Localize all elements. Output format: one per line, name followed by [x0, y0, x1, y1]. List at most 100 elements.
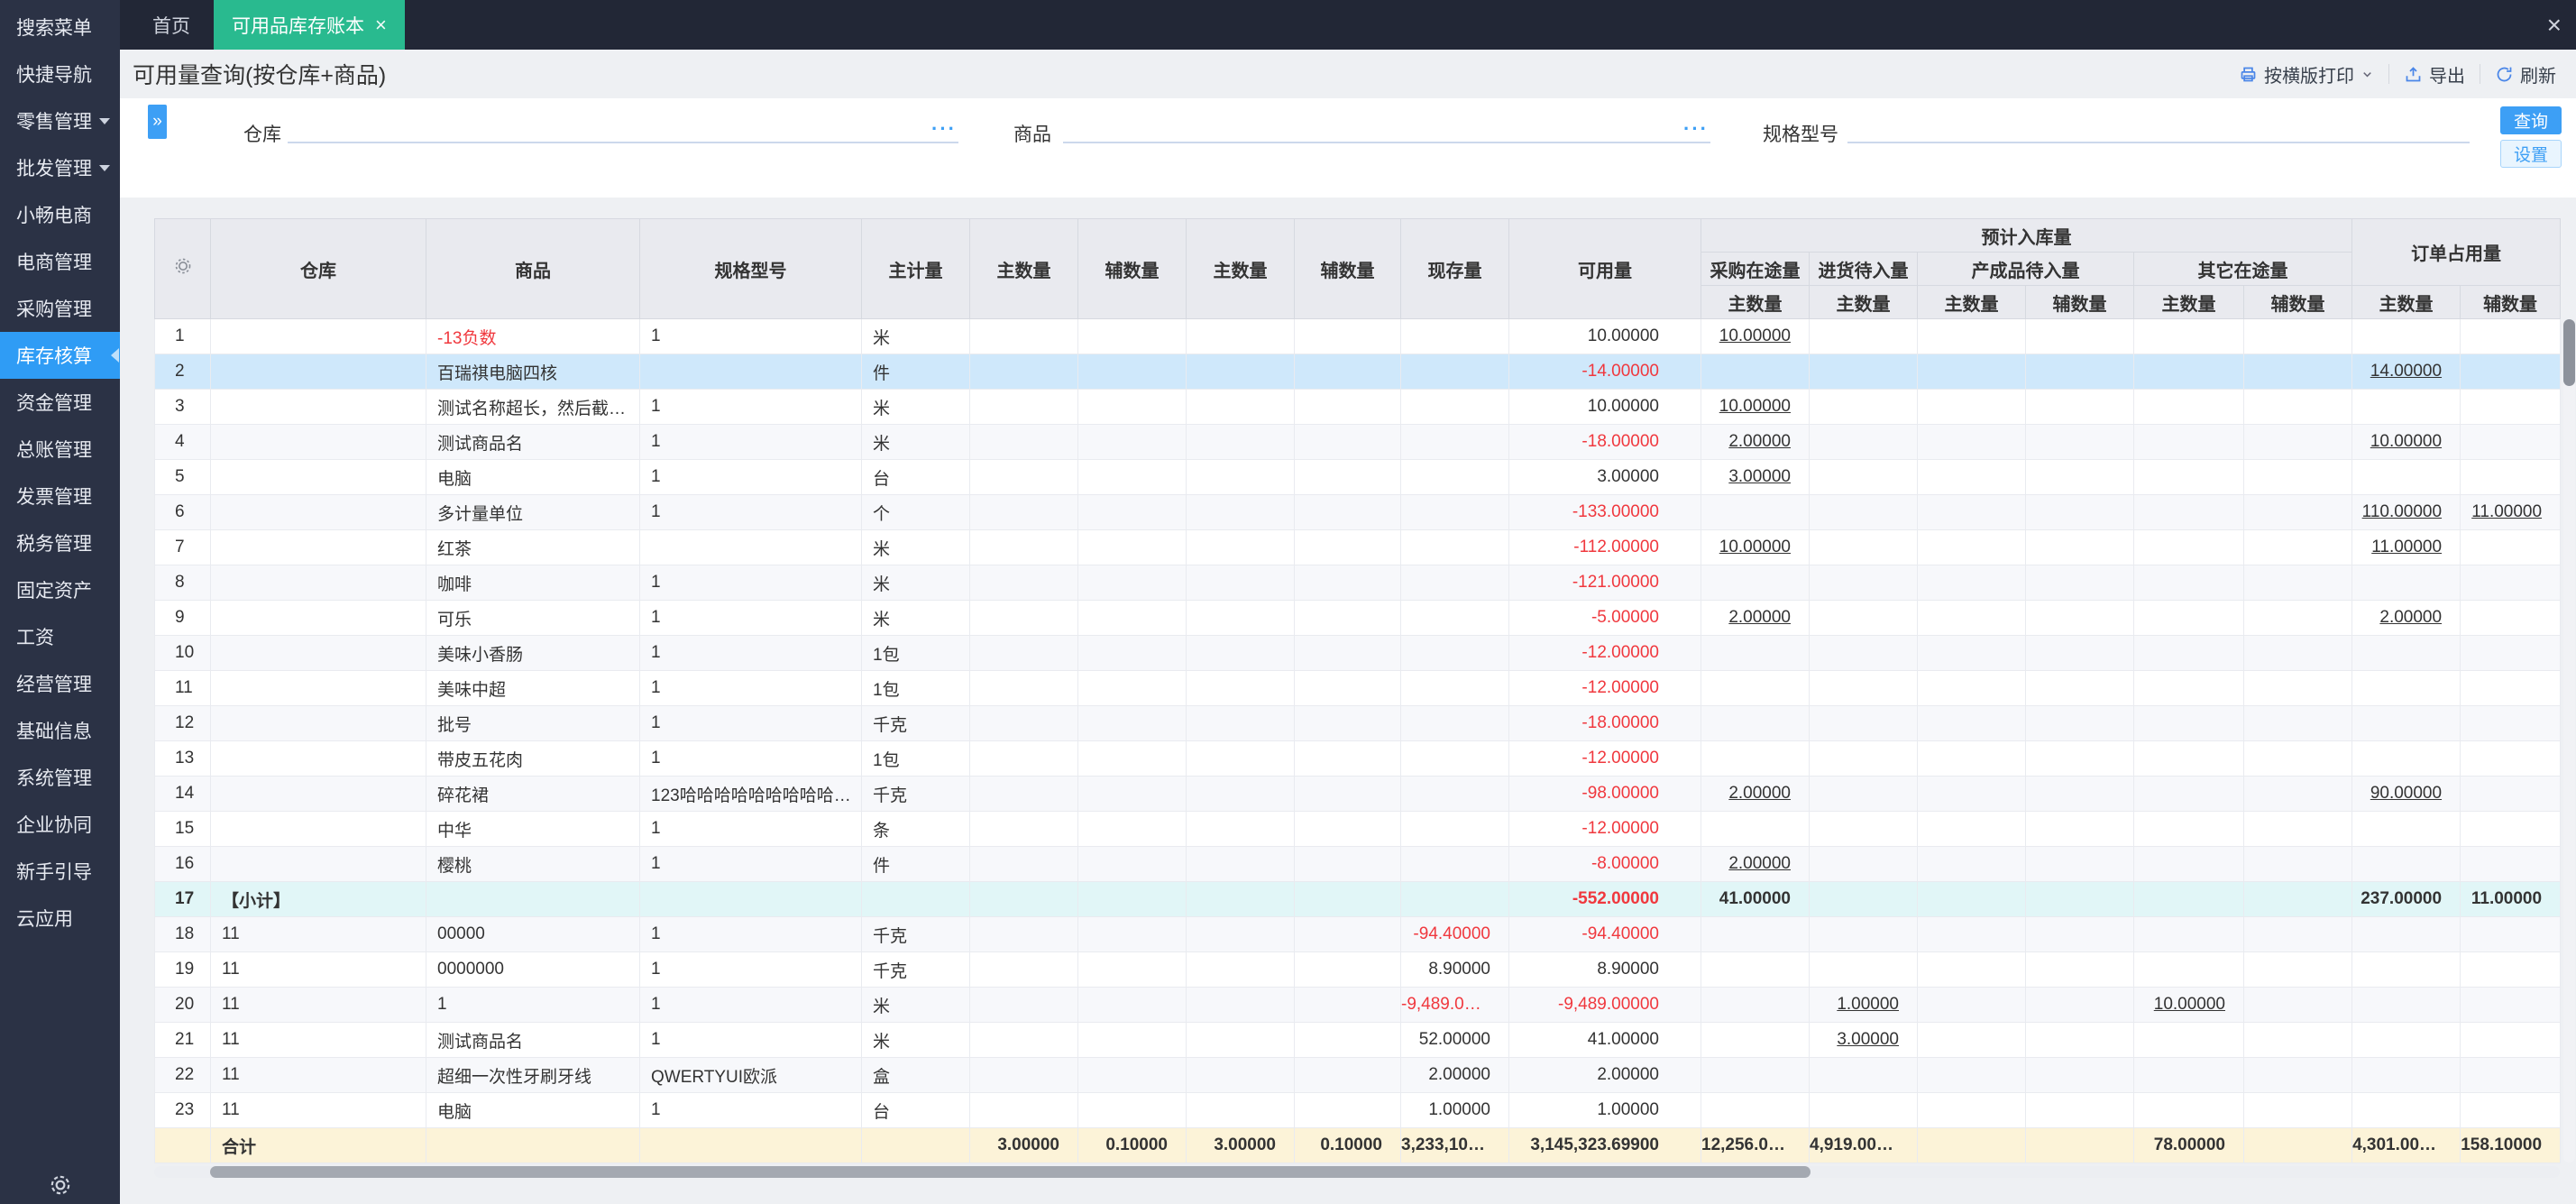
- cell[interactable]: 1: [639, 494, 862, 530]
- cell[interactable]: [1186, 635, 1295, 671]
- cell[interactable]: [1809, 776, 1918, 812]
- cell[interactable]: 8.90000: [1400, 951, 1509, 988]
- cell[interactable]: [1917, 670, 2026, 706]
- cell[interactable]: [210, 389, 426, 425]
- table-row[interactable]: 12 批号 1 千克 -18.00000: [154, 705, 2562, 741]
- header-main-qty-2[interactable]: 主数量: [1186, 218, 1295, 319]
- cell[interactable]: 2.00000: [1701, 846, 1810, 882]
- cell[interactable]: [1400, 494, 1509, 530]
- cell[interactable]: 16: [154, 846, 211, 882]
- cell[interactable]: [2133, 424, 2244, 460]
- cell[interactable]: [1701, 354, 1810, 390]
- cell[interactable]: [1400, 846, 1509, 882]
- cell[interactable]: [1809, 494, 1918, 530]
- cell[interactable]: 1: [639, 916, 862, 952]
- cell[interactable]: 千克: [861, 705, 970, 741]
- cell[interactable]: [2242, 951, 2353, 988]
- cell[interactable]: [1917, 459, 2026, 495]
- cell[interactable]: [969, 776, 1078, 812]
- cell[interactable]: 美味小香肠: [426, 635, 640, 671]
- table-row[interactable]: 21 11 测试商品名 1 米 52.00000 41.00000 3.00000: [154, 1022, 2562, 1058]
- cell[interactable]: [2460, 318, 2562, 354]
- cell[interactable]: [1917, 494, 2026, 530]
- cell[interactable]: 米: [861, 1022, 970, 1058]
- cell[interactable]: [2133, 670, 2244, 706]
- cell[interactable]: [210, 635, 426, 671]
- cell[interactable]: 樱桃: [426, 846, 640, 882]
- cell[interactable]: [2025, 565, 2134, 601]
- cell[interactable]: [1400, 389, 1509, 425]
- cell[interactable]: [1400, 670, 1509, 706]
- cell[interactable]: [1077, 1022, 1187, 1058]
- cell[interactable]: [2133, 318, 2244, 354]
- cell[interactable]: 237.00000: [2351, 881, 2461, 917]
- cell[interactable]: [2242, 776, 2353, 812]
- header-purchase-transit[interactable]: 采购在途量: [1701, 252, 1810, 286]
- cell[interactable]: 110.00000: [2351, 494, 2461, 530]
- cell[interactable]: [1917, 635, 2026, 671]
- cell[interactable]: [2242, 354, 2353, 390]
- cell[interactable]: 1: [639, 1092, 862, 1128]
- cell[interactable]: 23: [154, 1092, 211, 1128]
- cell[interactable]: 1: [639, 987, 862, 1023]
- cell[interactable]: [1701, 635, 1810, 671]
- cell[interactable]: [2460, 670, 2562, 706]
- export-button[interactable]: 导出: [2404, 61, 2465, 87]
- cell[interactable]: [1294, 529, 1401, 565]
- cell[interactable]: 1: [639, 635, 862, 671]
- cell[interactable]: [1400, 776, 1509, 812]
- cell[interactable]: [1917, 318, 2026, 354]
- sidebar-item[interactable]: 批发管理: [0, 144, 120, 191]
- cell[interactable]: 1: [639, 705, 862, 741]
- cell[interactable]: [2133, 705, 2244, 741]
- cell[interactable]: [2133, 740, 2244, 777]
- cell[interactable]: [1077, 494, 1187, 530]
- cell[interactable]: [1294, 846, 1401, 882]
- cell[interactable]: [2242, 600, 2353, 636]
- cell[interactable]: [1077, 635, 1187, 671]
- cell[interactable]: [1809, 951, 1918, 988]
- cell[interactable]: [2351, 565, 2461, 601]
- header-warehouse[interactable]: 仓库: [210, 218, 426, 319]
- cell[interactable]: [1400, 740, 1509, 777]
- cell[interactable]: 碎花裙: [426, 776, 640, 812]
- cell[interactable]: [1701, 705, 1810, 741]
- cell[interactable]: 测试商品名: [426, 424, 640, 460]
- subheader-main-qty[interactable]: 主数量: [1917, 285, 2026, 319]
- cell[interactable]: [1294, 705, 1401, 741]
- cell[interactable]: [1077, 705, 1187, 741]
- cell[interactable]: 红茶: [426, 529, 640, 565]
- sidebar-item[interactable]: 基础信息: [0, 707, 120, 754]
- header-aux-qty-2[interactable]: 辅数量: [1294, 218, 1401, 319]
- cell[interactable]: [1294, 635, 1401, 671]
- cell[interactable]: [2460, 565, 2562, 601]
- cell[interactable]: [210, 424, 426, 460]
- cell[interactable]: [210, 529, 426, 565]
- cell[interactable]: [2025, 987, 2134, 1023]
- cell[interactable]: [2025, 494, 2134, 530]
- close-all-tabs-icon[interactable]: ×: [2546, 10, 2562, 39]
- cell[interactable]: [1294, 1022, 1401, 1058]
- cell[interactable]: [2242, 494, 2353, 530]
- cell[interactable]: [1809, 424, 1918, 460]
- cell[interactable]: [1400, 424, 1509, 460]
- cell[interactable]: [2242, 916, 2353, 952]
- cell[interactable]: [1400, 705, 1509, 741]
- table-row[interactable]: 4 测试商品名 1 米 -18.00000 2.00000 10.00000: [154, 424, 2562, 460]
- query-button[interactable]: 查询: [2500, 106, 2562, 134]
- cell[interactable]: [1186, 1092, 1295, 1128]
- cell[interactable]: [2242, 881, 2353, 917]
- cell[interactable]: [1917, 565, 2026, 601]
- cell[interactable]: [969, 459, 1078, 495]
- cell[interactable]: [969, 846, 1078, 882]
- cell[interactable]: [2133, 389, 2244, 425]
- cell[interactable]: [1917, 1022, 2026, 1058]
- cell[interactable]: 盒: [861, 1057, 970, 1093]
- cell[interactable]: [1294, 740, 1401, 777]
- cell[interactable]: 千克: [861, 951, 970, 988]
- cell[interactable]: [2025, 1022, 2134, 1058]
- cell[interactable]: 1: [639, 459, 862, 495]
- print-button[interactable]: 按横版打印: [2239, 61, 2374, 87]
- horizontal-scrollbar[interactable]: [154, 1166, 2560, 1178]
- cell[interactable]: [1294, 987, 1401, 1023]
